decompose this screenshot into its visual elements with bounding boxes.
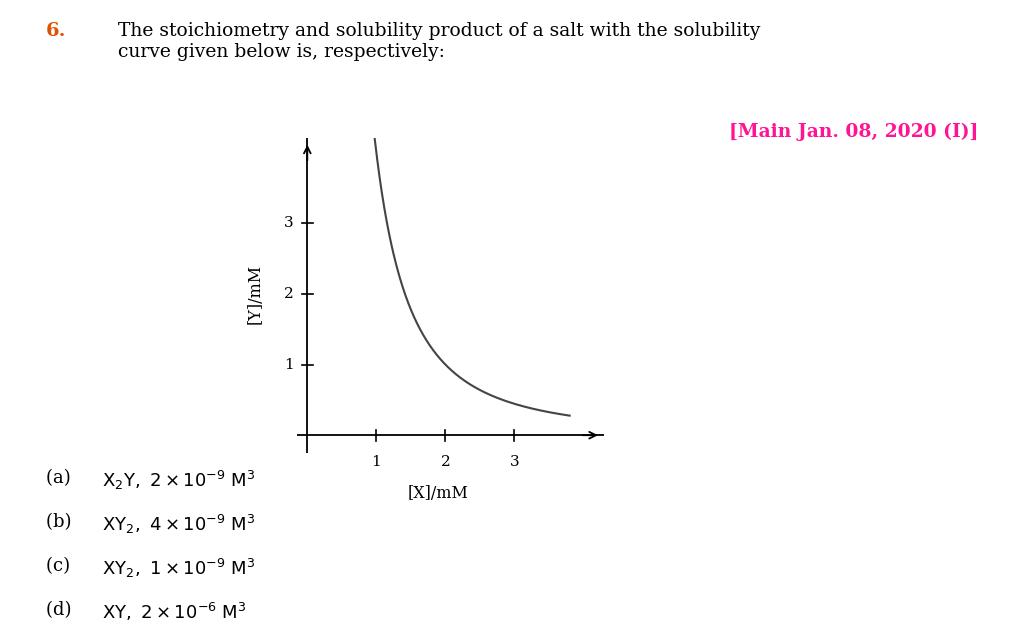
Text: (d): (d) — [46, 601, 83, 619]
Text: 2: 2 — [440, 455, 451, 469]
Text: 3: 3 — [284, 216, 294, 230]
Text: $\mathregular{XY_2,\ 4 \times 10^{-9}\ M^3}$: $\mathregular{XY_2,\ 4 \times 10^{-9}\ M… — [102, 513, 256, 536]
Text: (a): (a) — [46, 469, 82, 487]
Text: [Main Jan. 08, 2020 (I)]: [Main Jan. 08, 2020 (I)] — [728, 123, 978, 141]
Text: 1: 1 — [372, 455, 381, 469]
Text: 6.: 6. — [46, 22, 67, 40]
Text: (c): (c) — [46, 557, 82, 575]
Text: $\mathregular{X_2Y,\ 2 \times 10^{-9}\ M^3}$: $\mathregular{X_2Y,\ 2 \times 10^{-9}\ M… — [102, 469, 256, 492]
Text: The stoichiometry and solubility product of a salt with the solubility
curve giv: The stoichiometry and solubility product… — [118, 22, 760, 61]
Text: [X]/mM: [X]/mM — [408, 485, 469, 502]
Text: $\mathregular{XY_2,\ 1 \times 10^{-9}\ M^3}$: $\mathregular{XY_2,\ 1 \times 10^{-9}\ M… — [102, 557, 256, 580]
Text: 1: 1 — [284, 357, 294, 372]
Text: 2: 2 — [284, 287, 294, 301]
Text: [Y]/mM: [Y]/mM — [247, 264, 264, 324]
Text: 3: 3 — [510, 455, 519, 469]
Text: (b): (b) — [46, 513, 83, 531]
Text: $\mathregular{XY,\ 2 \times 10^{-6}\ M^3}$: $\mathregular{XY,\ 2 \times 10^{-6}\ M^3… — [102, 601, 247, 623]
